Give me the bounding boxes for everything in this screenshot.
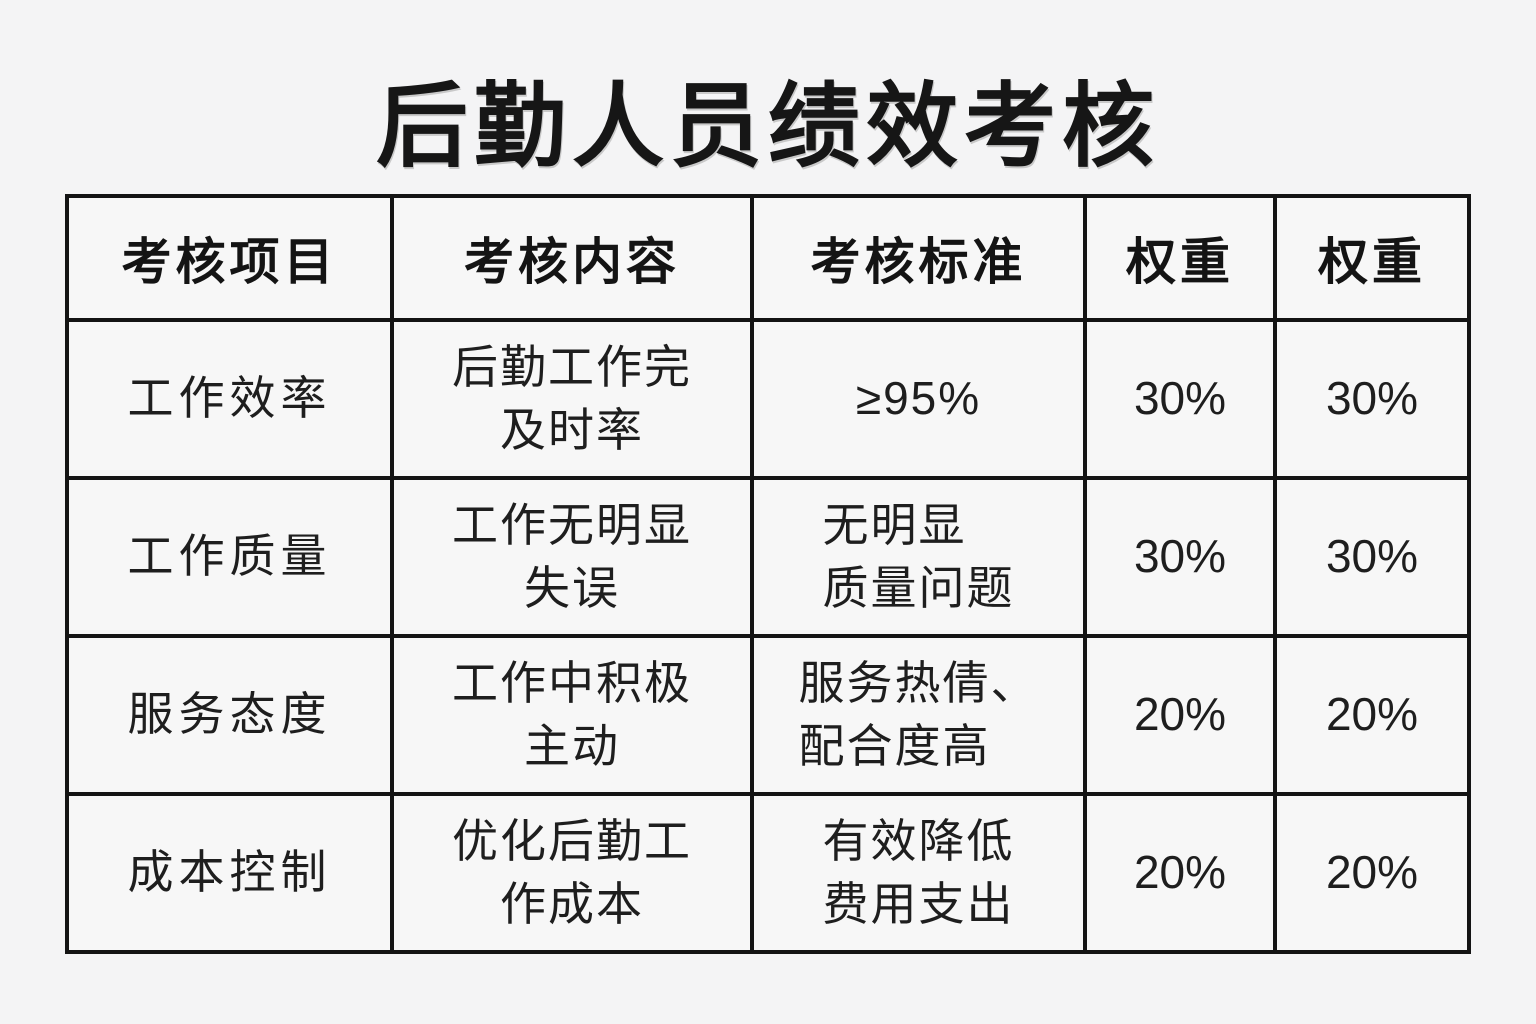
cell-content-text: 优化后勤工 作成本 bbox=[452, 814, 692, 930]
cell-standard-text: 无明显 质量问题 bbox=[822, 498, 1015, 614]
table-row-cost-control: 成本控制 优化后勤工 作成本 有效降低 费用支出 20% 20% bbox=[65, 792, 1471, 954]
cell-standard-text: 有效降低 费用支出 bbox=[822, 814, 1015, 930]
cell-item-text: 工作质量 bbox=[127, 530, 332, 583]
cell-standard: 有效降低 费用支出 bbox=[750, 792, 1087, 954]
cell-weight-1: 30% bbox=[1083, 476, 1277, 638]
cell-content-text: 后勤工作完 及时率 bbox=[452, 340, 692, 456]
cell-standard: ≥95% bbox=[750, 318, 1087, 480]
cell-standard-text: ≥95% bbox=[855, 372, 982, 425]
assessment-table: 考核项目 考核内容 考核标准 权重 权重 工作效率 后勤工作完 及时率 ≥95%… bbox=[65, 194, 1471, 954]
cell-content: 工作无明显 失误 bbox=[390, 476, 754, 638]
cell-content: 工作中积极 主动 bbox=[390, 634, 754, 796]
cell-item-text: 成本控制 bbox=[127, 846, 332, 899]
cell-item: 服务态度 bbox=[65, 634, 394, 796]
cell-content-text: 工作中积极 主动 bbox=[452, 656, 692, 772]
table-row-service-attitude: 服务态度 工作中积极 主动 服务热倩、 配合度高 20% 20% bbox=[65, 634, 1471, 796]
cell-weight-2: 30% bbox=[1273, 476, 1471, 638]
cell-standard: 无明显 质量问题 bbox=[750, 476, 1087, 638]
header-row: 考核项目 考核内容 考核标准 权重 权重 bbox=[65, 194, 1471, 322]
cell-item: 工作效率 bbox=[65, 318, 394, 480]
table-row-work-efficiency: 工作效率 后勤工作完 及时率 ≥95% 30% 30% bbox=[65, 318, 1471, 480]
cell-standard-text: 服务热倩、 配合度高 bbox=[798, 656, 1039, 772]
cell-standard: 服务热倩、 配合度高 bbox=[750, 634, 1087, 796]
cell-weight-2: 20% bbox=[1273, 792, 1471, 954]
table-row-work-quality: 工作质量 工作无明显 失误 无明显 质量问题 30% 30% bbox=[65, 476, 1471, 638]
cell-content: 后勤工作完 及时率 bbox=[390, 318, 754, 480]
header-assessment-content: 考核内容 bbox=[390, 194, 754, 322]
header-assessment-item: 考核项目 bbox=[65, 194, 394, 322]
page-title: 后勤人员绩效考核 bbox=[375, 76, 1160, 178]
header-weight-1: 权重 bbox=[1083, 194, 1277, 322]
cell-content-text: 工作无明显 失误 bbox=[452, 498, 692, 614]
cell-item: 工作质量 bbox=[65, 476, 394, 638]
header-weight-2: 权重 bbox=[1273, 194, 1471, 322]
cell-weight-1: 20% bbox=[1083, 634, 1277, 796]
cell-content: 优化后勤工 作成本 bbox=[390, 792, 754, 954]
cell-item: 成本控制 bbox=[65, 792, 394, 954]
header-assessment-standard: 考核标准 bbox=[750, 194, 1087, 322]
cell-weight-2: 20% bbox=[1273, 634, 1471, 796]
cell-weight-1: 20% bbox=[1083, 792, 1277, 954]
cell-weight-1: 30% bbox=[1083, 318, 1277, 480]
cell-item-text: 服务态度 bbox=[127, 688, 332, 741]
cell-weight-2: 30% bbox=[1273, 318, 1471, 480]
cell-item-text: 工作效率 bbox=[127, 372, 332, 425]
